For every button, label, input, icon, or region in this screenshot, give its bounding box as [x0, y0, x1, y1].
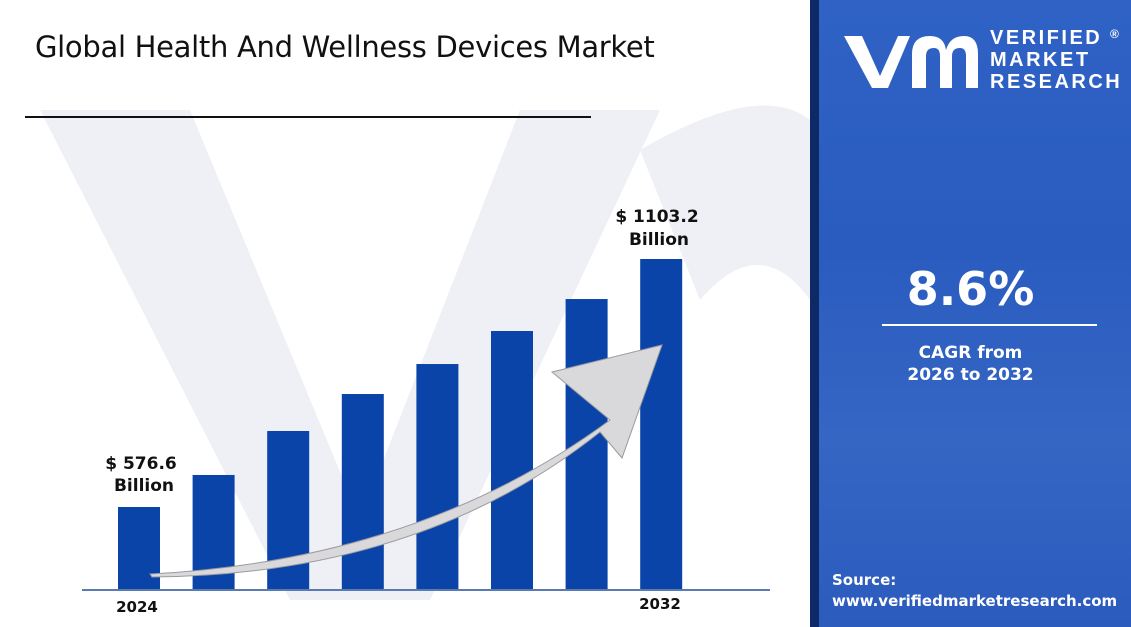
- panel-edge: [810, 0, 819, 627]
- title-divider: [25, 116, 591, 118]
- bar-5: [491, 331, 533, 590]
- source-link[interactable]: www.verifiedmarketresearch.com: [832, 592, 1118, 610]
- cagr-label-line2: 2026 to 2032: [907, 365, 1034, 385]
- logo-text-research: RESEARCH: [990, 71, 1123, 93]
- last-value-unit: Billion: [629, 230, 689, 250]
- cagr-label-line1: CAGR from: [918, 343, 1023, 363]
- watermark-logo: [40, 105, 810, 600]
- registered-mark: ®: [1110, 27, 1119, 41]
- bar-7: [640, 259, 683, 590]
- vmr-logo-icon: [844, 36, 978, 88]
- logo-text-verified: VERIFIED: [990, 27, 1103, 49]
- bar-6: [565, 299, 608, 590]
- bar-0: [118, 507, 160, 590]
- summary-panel: VERIFIED ® MARKET RESEARCH 8.6% CAGR fro…: [810, 0, 1131, 627]
- chart-panel: Global Health And Wellness Devices Marke…: [25, 30, 810, 616]
- page-title: Global Health And Wellness Devices Marke…: [35, 30, 655, 64]
- cagr-value: 8.6%: [906, 262, 1035, 316]
- trend-arrow-icon: [149, 344, 663, 578]
- bar-4: [416, 364, 459, 590]
- first-value-unit: Billion: [114, 476, 174, 496]
- logo-text-market: MARKET: [990, 49, 1091, 71]
- x-tick-label-first: 2024: [116, 598, 158, 616]
- bar-chart: $ 576.6 Billion $ 1103.2 Billion 2024 20…: [82, 207, 770, 616]
- first-value-label: $ 576.6: [105, 454, 177, 474]
- source: Source: www.verifiedmarketresearch.com: [832, 570, 1117, 612]
- x-tick-label-last: 2032: [639, 595, 681, 613]
- cagr-label: CAGR from 2026 to 2032: [810, 342, 1131, 386]
- bar-3: [341, 394, 384, 590]
- last-value-label: $ 1103.2: [615, 207, 698, 227]
- source-label: Source:: [832, 571, 897, 589]
- cagr-divider: [882, 324, 1097, 326]
